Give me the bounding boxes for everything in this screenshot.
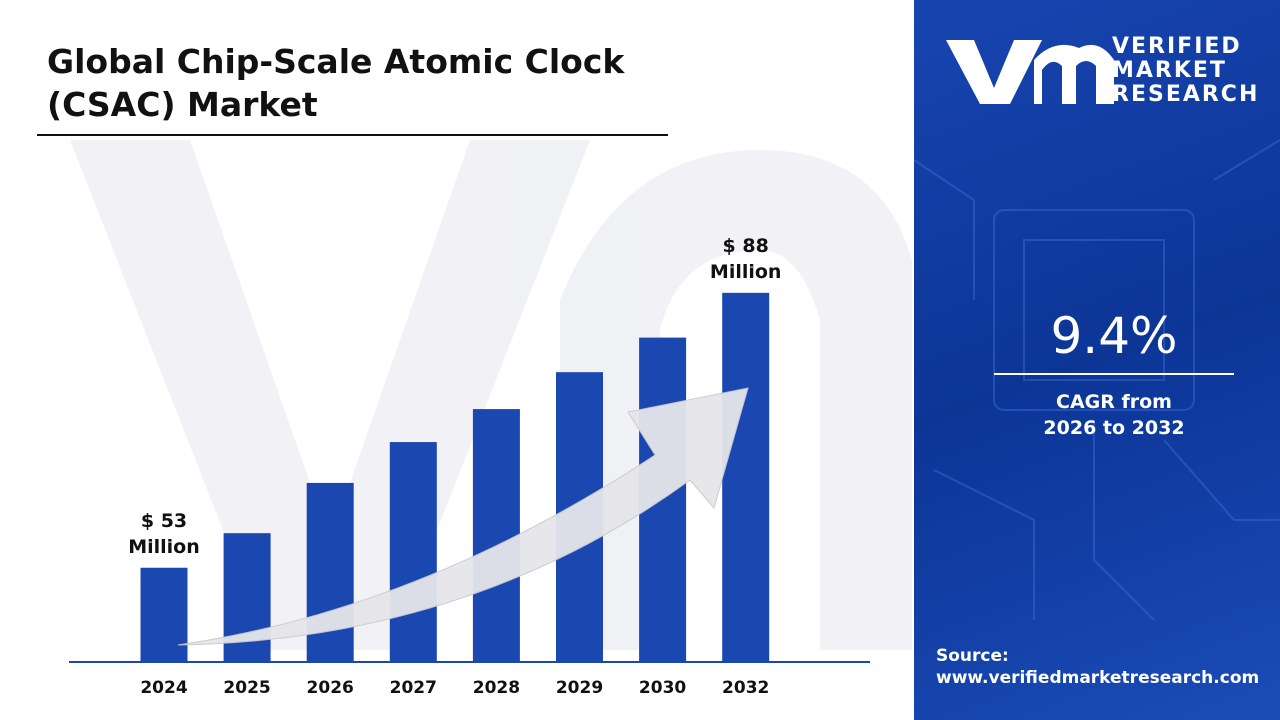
x-tick-label: 2024: [140, 678, 187, 698]
brand-line: MARKET: [1112, 58, 1227, 83]
x-tick-label: 2032: [722, 678, 769, 698]
x-tick-label: 2029: [556, 678, 603, 698]
x-tick-label: 2028: [473, 678, 520, 698]
value-label: $ 53 Million: [128, 509, 200, 558]
cagr-value: 9.4%: [1050, 307, 1178, 365]
x-tick-label: 2025: [223, 678, 270, 698]
bar: [306, 482, 354, 662]
side-panel: [914, 0, 1280, 720]
brand-line: VERIFIED: [1112, 34, 1242, 59]
brand-line: RESEARCH: [1112, 82, 1260, 107]
x-tick-label: 2030: [639, 678, 686, 698]
x-tick-label: 2027: [390, 678, 437, 698]
x-tick-label: 2026: [307, 678, 354, 698]
source-url: www.verifiedmarketresearch.com: [936, 668, 1260, 688]
chart-title: Global Chip-Scale Atomic Clock (CSAC) Ma…: [47, 42, 625, 124]
bar: [472, 409, 520, 662]
source-label: Source:: [936, 646, 1009, 666]
bar: [389, 442, 437, 662]
value-label: $ 88 Million: [709, 234, 782, 283]
growth-arrow: [177, 387, 749, 646]
bar: [140, 567, 188, 662]
cagr-text: CAGR from 2026 to 2032: [1043, 391, 1185, 439]
bar: [722, 292, 770, 662]
circuit-decor: [914, 40, 1280, 621]
